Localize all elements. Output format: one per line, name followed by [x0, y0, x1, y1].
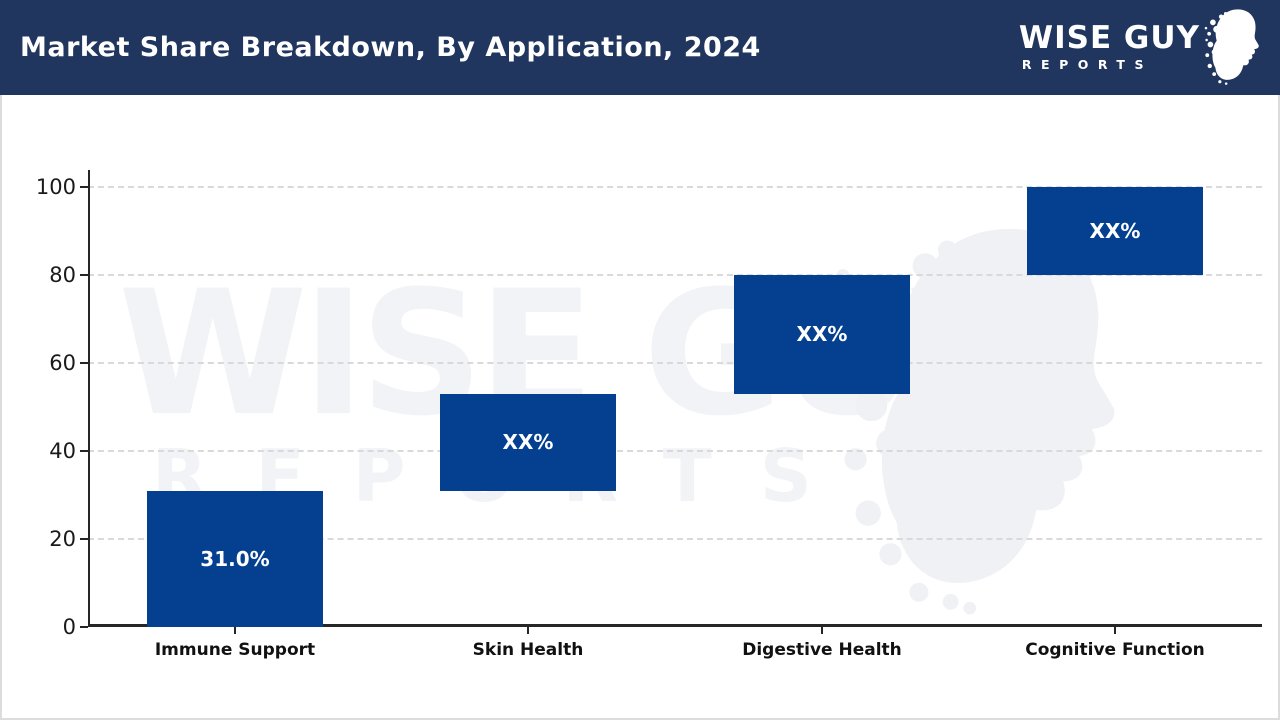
y-tick-label: 100 [35, 175, 76, 199]
bar-value-label: XX% [502, 430, 554, 454]
y-tick-label: 20 [49, 527, 76, 551]
page-title: Market Share Breakdown, By Application, … [20, 32, 761, 63]
bar-digestive-health: XX% [734, 275, 910, 394]
x-tick-label-digestive-health: Digestive Health [742, 640, 902, 660]
x-tick-label-skin-health: Skin Health [472, 640, 584, 660]
brand-logo: WISE GUY REPORTS [1019, 6, 1268, 88]
y-tick-mark [80, 538, 88, 540]
bar-value-label: XX% [1089, 219, 1141, 243]
logo-head-icon [1204, 9, 1259, 85]
x-tick-label-cognitive-function: Cognitive Function [1025, 640, 1205, 660]
y-tick-mark [80, 186, 88, 188]
bar-value-label: XX% [796, 322, 848, 346]
logo-wordmark-block: WISE GUY REPORTS [1019, 22, 1200, 72]
header-bar: Market Share Breakdown, By Application, … [0, 0, 1280, 95]
bar-cognitive-function: XX% [1027, 187, 1203, 275]
y-tick-label: 40 [49, 439, 76, 463]
y-tick-mark [80, 450, 88, 452]
x-tick-label-immune-support: Immune Support [154, 640, 316, 660]
y-gridline [88, 186, 1262, 188]
y-gridline [88, 362, 1262, 364]
x-tick-mark [527, 627, 529, 634]
x-tick-mark [821, 627, 823, 634]
y-gridline [88, 538, 1262, 540]
logo-wordmark: WISE GUY [1018, 20, 1200, 57]
logo-subtext: REPORTS [1021, 56, 1153, 72]
y-gridline [88, 274, 1262, 276]
y-tick-mark [80, 626, 88, 628]
y-tick-label: 0 [62, 615, 76, 639]
bar-immune-support: 31.0% [147, 491, 323, 627]
y-tick-mark [80, 362, 88, 364]
y-tick-label: 80 [49, 263, 76, 287]
y-tick-label: 60 [49, 351, 76, 375]
bar-value-label: 31.0% [200, 547, 270, 571]
x-tick-mark [1114, 627, 1116, 634]
bar-skin-health: XX% [440, 394, 616, 491]
y-gridline [88, 450, 1262, 452]
y-tick-mark [80, 274, 88, 276]
x-tick-mark [234, 627, 236, 634]
